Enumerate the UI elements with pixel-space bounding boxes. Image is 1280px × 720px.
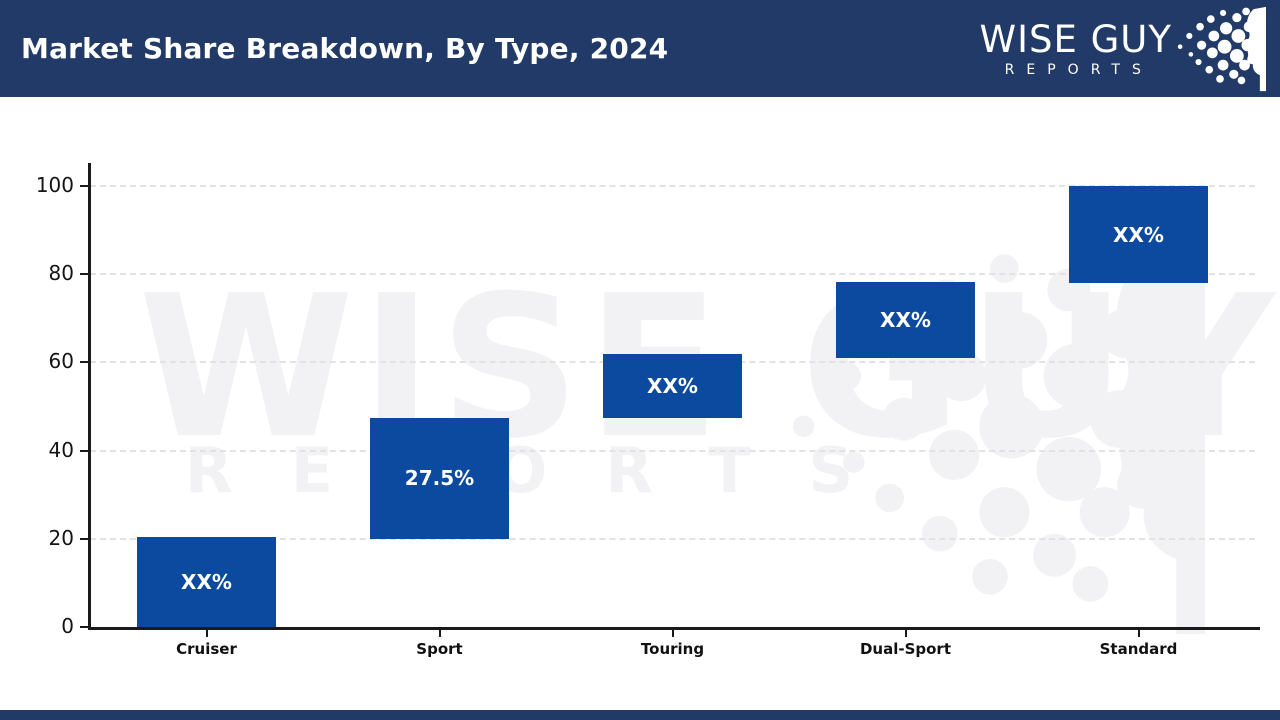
bar-value-label: XX% bbox=[880, 308, 931, 333]
dotted-head-icon bbox=[1174, 5, 1266, 93]
gridline-40 bbox=[90, 449, 1255, 452]
x-tick-cruiser bbox=[205, 630, 208, 637]
y-tick-label-100: 100 bbox=[35, 173, 74, 197]
brand-subtitle: REPORTS bbox=[1004, 61, 1153, 78]
y-tick-label-60: 60 bbox=[48, 349, 74, 374]
bar-cruiser: XX% bbox=[137, 536, 276, 627]
y-tick-60 bbox=[80, 361, 88, 364]
bar-standard: XX% bbox=[1069, 186, 1208, 284]
gridline-100 bbox=[90, 185, 1255, 187]
brand-logo: WISE GUY REPORTS bbox=[980, 5, 1266, 93]
x-tick-sport bbox=[438, 630, 441, 637]
bar-touring: XX% bbox=[603, 353, 742, 418]
bar-value-label: 27.5% bbox=[404, 466, 475, 491]
y-tick-label-80: 80 bbox=[48, 261, 74, 286]
page-title: Market Share Breakdown, By Type, 2024 bbox=[21, 32, 669, 65]
footer-strip bbox=[0, 710, 1280, 720]
x-tick-dual-sport bbox=[904, 630, 907, 637]
x-category-label-cruiser: Cruiser bbox=[176, 640, 237, 658]
y-axis-line bbox=[88, 163, 91, 629]
y-tick-label-0: 0 bbox=[61, 614, 74, 638]
x-axis-line bbox=[88, 627, 1260, 630]
gridline-20 bbox=[90, 537, 1255, 540]
x-tick-touring bbox=[671, 630, 674, 637]
x-tick-standard bbox=[1137, 630, 1140, 637]
bar-value-label: XX% bbox=[181, 569, 232, 594]
bar-value-label: XX% bbox=[647, 373, 698, 398]
x-category-label-dual-sport: Dual-Sport bbox=[859, 640, 952, 658]
x-category-label-standard: Standard bbox=[1099, 640, 1178, 658]
bar-dual-sport: XX% bbox=[836, 282, 975, 358]
y-tick-0 bbox=[80, 626, 88, 628]
gridline-80 bbox=[90, 273, 1255, 276]
y-tick-label-40: 40 bbox=[48, 437, 74, 462]
y-tick-40 bbox=[80, 449, 88, 452]
brand-logo-text: WISE GUY REPORTS bbox=[980, 21, 1172, 77]
header-bar: Market Share Breakdown, By Type, 2024 WI… bbox=[0, 0, 1280, 97]
x-category-label-sport: Sport bbox=[416, 640, 463, 658]
bar-value-label: XX% bbox=[1113, 222, 1164, 247]
x-category-label-touring: Touring bbox=[640, 640, 705, 658]
y-tick-20 bbox=[80, 537, 88, 540]
bar-sport: 27.5% bbox=[370, 417, 509, 539]
y-tick-label-20: 20 bbox=[48, 525, 74, 550]
brand-name: WISE GUY bbox=[979, 17, 1172, 61]
y-tick-80 bbox=[80, 273, 88, 276]
y-tick-100 bbox=[80, 185, 88, 187]
